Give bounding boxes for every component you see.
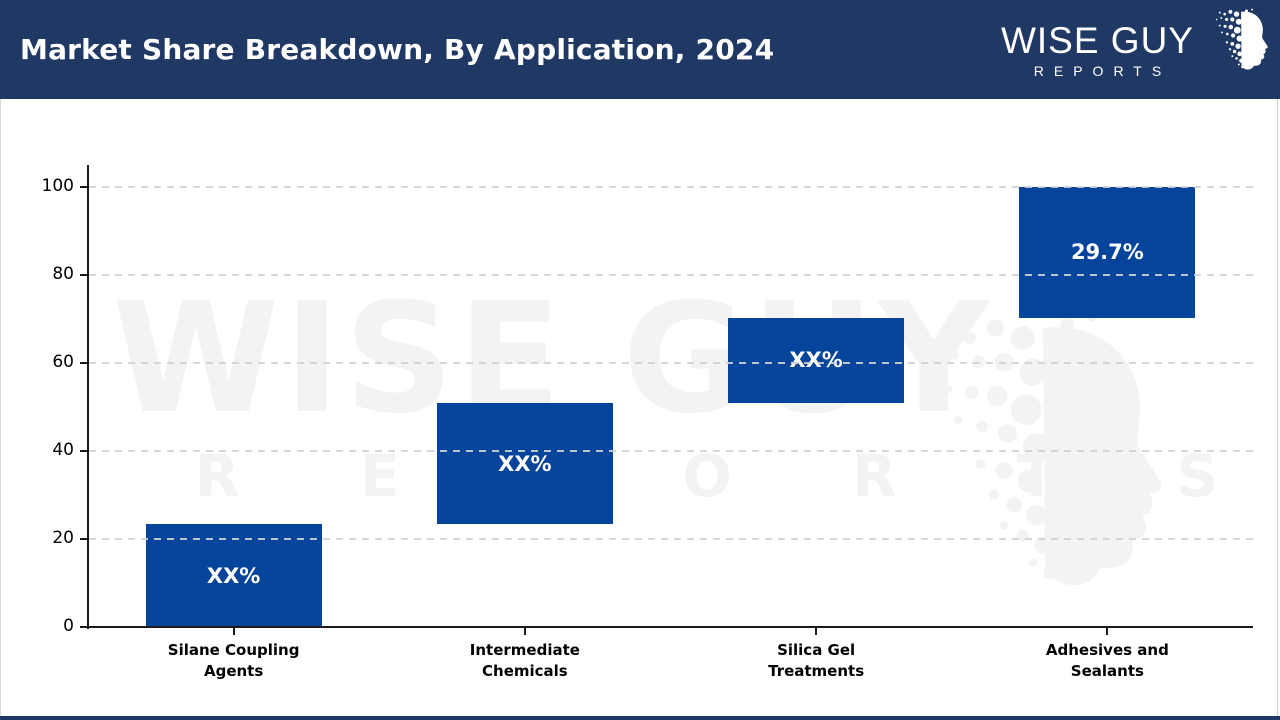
x-category-label: Silane Coupling Agents	[167, 641, 300, 680]
brand-logo-text: WISE GUY REPORTS	[1001, 22, 1194, 78]
y-tick-label: 60	[52, 352, 74, 372]
bar-value-label: XX%	[206, 563, 261, 588]
y-tick-label: 20	[52, 528, 74, 548]
x-category-label: Silica Gel Treatments	[768, 641, 865, 680]
gridline	[89, 274, 1253, 276]
y-tick	[80, 186, 88, 188]
y-tick-label: 100	[41, 176, 74, 196]
bar-segment: 29.7%	[1019, 187, 1196, 318]
x-tick	[523, 628, 526, 635]
gridline	[89, 450, 1253, 452]
x-category-label: Intermediate Chemicals	[469, 641, 580, 680]
y-axis-line	[87, 165, 89, 629]
y-tick-label: 0	[63, 616, 74, 636]
x-axis-line	[87, 626, 1253, 628]
y-tick	[80, 626, 88, 628]
watermark-dotted-face-icon	[931, 313, 1162, 586]
header-bar: Market Share Breakdown, By Application, …	[0, 0, 1280, 99]
gridline	[89, 362, 1253, 364]
x-category-label: Adhesives and Sealants	[1045, 641, 1169, 680]
x-tick	[232, 628, 235, 635]
gridline	[89, 538, 1253, 540]
bar-segment: XX%	[145, 524, 322, 627]
brand-logo: WISE GUY REPORTS	[1001, 0, 1274, 99]
bar-value-label: 29.7%	[1070, 240, 1144, 265]
bar-segment: XX%	[436, 403, 613, 525]
y-tick-label: 80	[52, 264, 74, 284]
footer-bar	[0, 716, 1280, 720]
chart-title: Market Share Breakdown, By Application, …	[20, 33, 775, 66]
brand-name: WISE GUY	[1000, 19, 1194, 61]
bar-value-label: XX%	[498, 451, 552, 476]
gridline	[89, 186, 1253, 188]
bar-segment: XX%	[728, 317, 905, 404]
brand-dotted-face-icon	[1215, 8, 1268, 70]
watermark-text-secondary: R E P O R T S	[195, 442, 1269, 510]
x-tick	[1106, 628, 1109, 635]
y-tick	[80, 450, 88, 452]
x-tick	[815, 628, 818, 635]
brand-subname: REPORTS	[1033, 62, 1172, 79]
y-tick-label: 40	[52, 440, 74, 460]
bar-value-label: XX%	[789, 348, 843, 373]
y-tick	[80, 362, 88, 364]
y-tick	[80, 538, 88, 540]
y-tick	[80, 274, 88, 276]
